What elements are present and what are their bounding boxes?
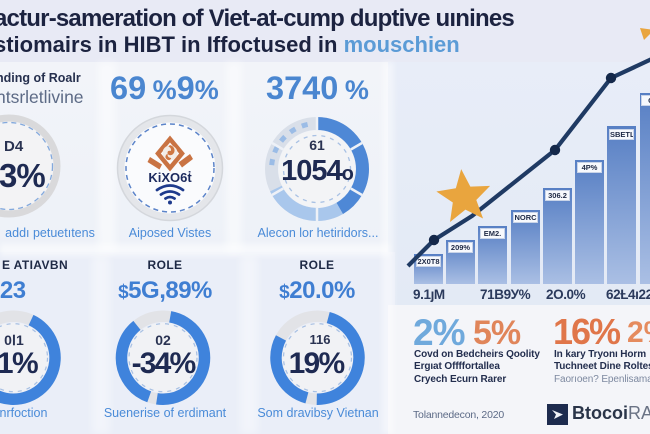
svg-text:KiXO6ṫ: KiXO6ṫ [148,170,192,185]
